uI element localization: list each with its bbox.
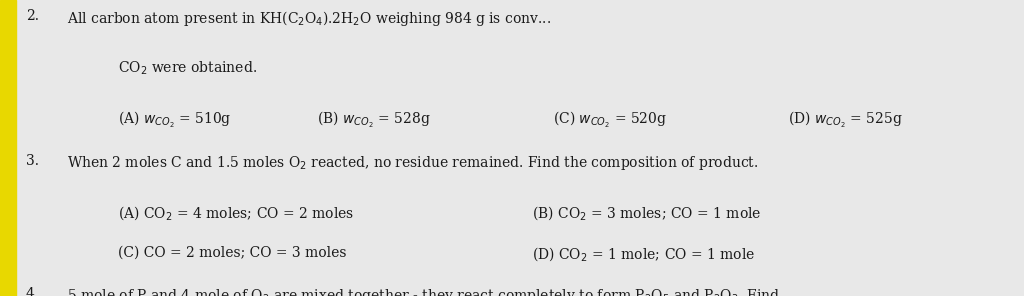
Text: (C) $w_{CO_2}$ = 520g: (C) $w_{CO_2}$ = 520g [553, 110, 667, 130]
Text: 3.: 3. [26, 154, 39, 168]
Text: CO$_2$ were obtained.: CO$_2$ were obtained. [118, 59, 257, 77]
Text: (D) CO$_2$ = 1 mole; CO = 1 mole: (D) CO$_2$ = 1 mole; CO = 1 mole [532, 246, 756, 263]
Text: All carbon atom present in KH(C$_2$O$_4$).2H$_2$O weighing 984 g is conv...: All carbon atom present in KH(C$_2$O$_4$… [67, 9, 551, 28]
Text: When 2 moles C and 1.5 moles O$_2$ reacted, no residue remained. Find the compos: When 2 moles C and 1.5 moles O$_2$ react… [67, 154, 758, 172]
Bar [0, 0, 16, 296]
Text: (D) $w_{CO_2}$ = 525g: (D) $w_{CO_2}$ = 525g [788, 110, 903, 130]
Text: (A) $w_{CO_2}$ = 510g: (A) $w_{CO_2}$ = 510g [118, 110, 231, 130]
Text: 4.: 4. [26, 287, 39, 296]
Text: (B) $w_{CO_2}$ = 528g: (B) $w_{CO_2}$ = 528g [317, 110, 431, 130]
Text: (B) CO$_2$ = 3 moles; CO = 1 mole: (B) CO$_2$ = 3 moles; CO = 1 mole [532, 204, 762, 222]
Text: 2.: 2. [26, 9, 39, 23]
Text: (A) CO$_2$ = 4 moles; CO = 2 moles: (A) CO$_2$ = 4 moles; CO = 2 moles [118, 204, 354, 222]
Text: (C) CO = 2 moles; CO = 3 moles: (C) CO = 2 moles; CO = 3 moles [118, 246, 346, 260]
Text: 5 mole of P and 4 mole of O$_2$ are mixed together - they react completely to fo: 5 mole of P and 4 mole of O$_2$ are mixe… [67, 287, 780, 296]
